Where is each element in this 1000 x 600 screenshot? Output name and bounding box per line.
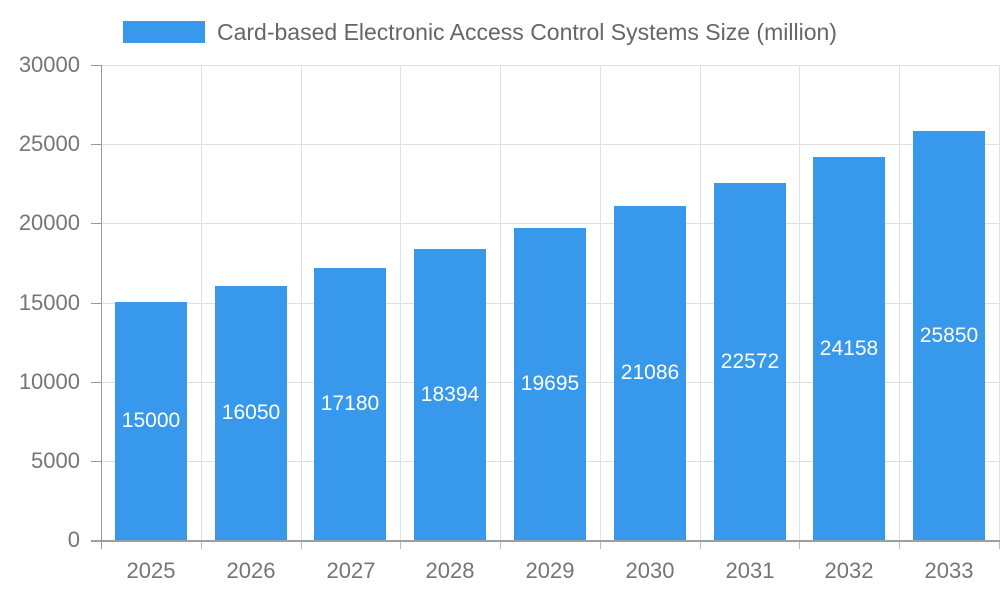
bar-value-label: 19695 bbox=[520, 372, 580, 395]
x-axis-label-2027: 2027 bbox=[326, 558, 376, 583]
x-axis-label-2028: 2028 bbox=[425, 558, 475, 583]
bar-2031[interactable]: 22572 bbox=[714, 183, 786, 540]
horizontal-gridline bbox=[101, 223, 999, 224]
bar-value-label: 22572 bbox=[720, 349, 780, 373]
bar-value-label: 24158 bbox=[819, 336, 879, 360]
bar-2033[interactable]: 25850 bbox=[913, 131, 985, 540]
vertical-gridline bbox=[500, 65, 501, 540]
x-axis-label-2032: 2032 bbox=[824, 558, 874, 583]
y-axis-tick bbox=[91, 65, 101, 66]
bar-value-label: 16050 bbox=[221, 401, 281, 424]
x-axis-tick bbox=[600, 541, 601, 549]
x-axis-tick bbox=[500, 541, 501, 549]
y-axis-tick-label: 5000 bbox=[31, 448, 80, 473]
bar-value-label: 15000 bbox=[121, 409, 181, 432]
vertical-gridline bbox=[899, 65, 900, 540]
y-axis-tick-label: 20000 bbox=[18, 210, 80, 235]
x-axis-label-2031: 2031 bbox=[725, 558, 775, 583]
y-axis-tick bbox=[91, 223, 101, 224]
x-axis-label-2030: 2030 bbox=[625, 558, 675, 583]
y-axis-tick-label: 25000 bbox=[18, 131, 80, 156]
y-axis-tick bbox=[91, 382, 101, 383]
x-axis-tick bbox=[201, 541, 202, 549]
bar-value-label: 18394 bbox=[420, 382, 480, 406]
y-axis-tick-label: 30000 bbox=[18, 52, 80, 77]
bar-2029[interactable]: 19695 bbox=[514, 228, 586, 540]
vertical-gridline bbox=[700, 65, 701, 540]
x-axis-tick bbox=[899, 541, 900, 549]
vertical-gridline bbox=[400, 65, 401, 540]
bar-2028[interactable]: 18394 bbox=[414, 249, 486, 540]
legend[interactable]: Card-based Electronic Access Control Sys… bbox=[123, 19, 837, 45]
legend-label[interactable]: Card-based Electronic Access Control Sys… bbox=[217, 19, 837, 45]
y-axis-tick-label: 0 bbox=[67, 527, 80, 552]
y-axis-tick-label: 15000 bbox=[18, 290, 80, 315]
vertical-gridline bbox=[600, 65, 601, 540]
y-axis-tick-label: 10000 bbox=[18, 369, 80, 394]
horizontal-gridline bbox=[101, 65, 999, 66]
x-axis-tick bbox=[400, 541, 401, 549]
x-axis-label-2025: 2025 bbox=[126, 558, 176, 583]
bar-value-label: 25850 bbox=[919, 323, 979, 347]
bar-value-label: 21086 bbox=[620, 361, 680, 384]
bar-2025[interactable]: 15000 bbox=[115, 302, 187, 540]
legend-swatch[interactable] bbox=[123, 21, 205, 43]
x-axis-label-2033: 2033 bbox=[924, 558, 974, 583]
y-axis-tick bbox=[91, 303, 101, 304]
x-axis-tick bbox=[799, 541, 800, 549]
x-axis-tick bbox=[301, 541, 302, 549]
bar-2032[interactable]: 24158 bbox=[813, 157, 885, 540]
y-axis-line bbox=[101, 65, 102, 549]
x-axis-tick bbox=[700, 541, 701, 549]
vertical-gridline bbox=[799, 65, 800, 540]
bar-2030[interactable]: 21086 bbox=[614, 206, 686, 540]
bar-2026[interactable]: 16050 bbox=[215, 286, 287, 540]
vertical-gridline bbox=[301, 65, 302, 540]
x-axis-label-2029: 2029 bbox=[525, 558, 575, 583]
bar-value-label: 17180 bbox=[320, 392, 380, 415]
y-axis-tick bbox=[91, 144, 101, 145]
x-axis-line bbox=[91, 540, 1000, 542]
y-axis-tick bbox=[91, 461, 101, 462]
bar-2027[interactable]: 17180 bbox=[314, 268, 386, 540]
x-axis-label-2026: 2026 bbox=[226, 558, 276, 583]
horizontal-gridline bbox=[101, 144, 999, 145]
vertical-gridline bbox=[201, 65, 202, 540]
